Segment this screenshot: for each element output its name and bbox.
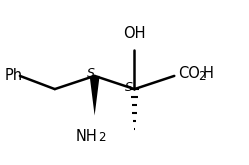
Text: Ph: Ph xyxy=(5,68,23,83)
Text: OH: OH xyxy=(123,26,146,40)
Text: NH: NH xyxy=(76,129,98,144)
Text: S: S xyxy=(87,67,95,80)
Text: 2: 2 xyxy=(98,131,106,144)
Text: S: S xyxy=(125,81,133,94)
Polygon shape xyxy=(90,76,100,116)
Text: CO: CO xyxy=(178,66,200,81)
Text: 2: 2 xyxy=(198,70,205,83)
Text: H: H xyxy=(202,66,213,81)
